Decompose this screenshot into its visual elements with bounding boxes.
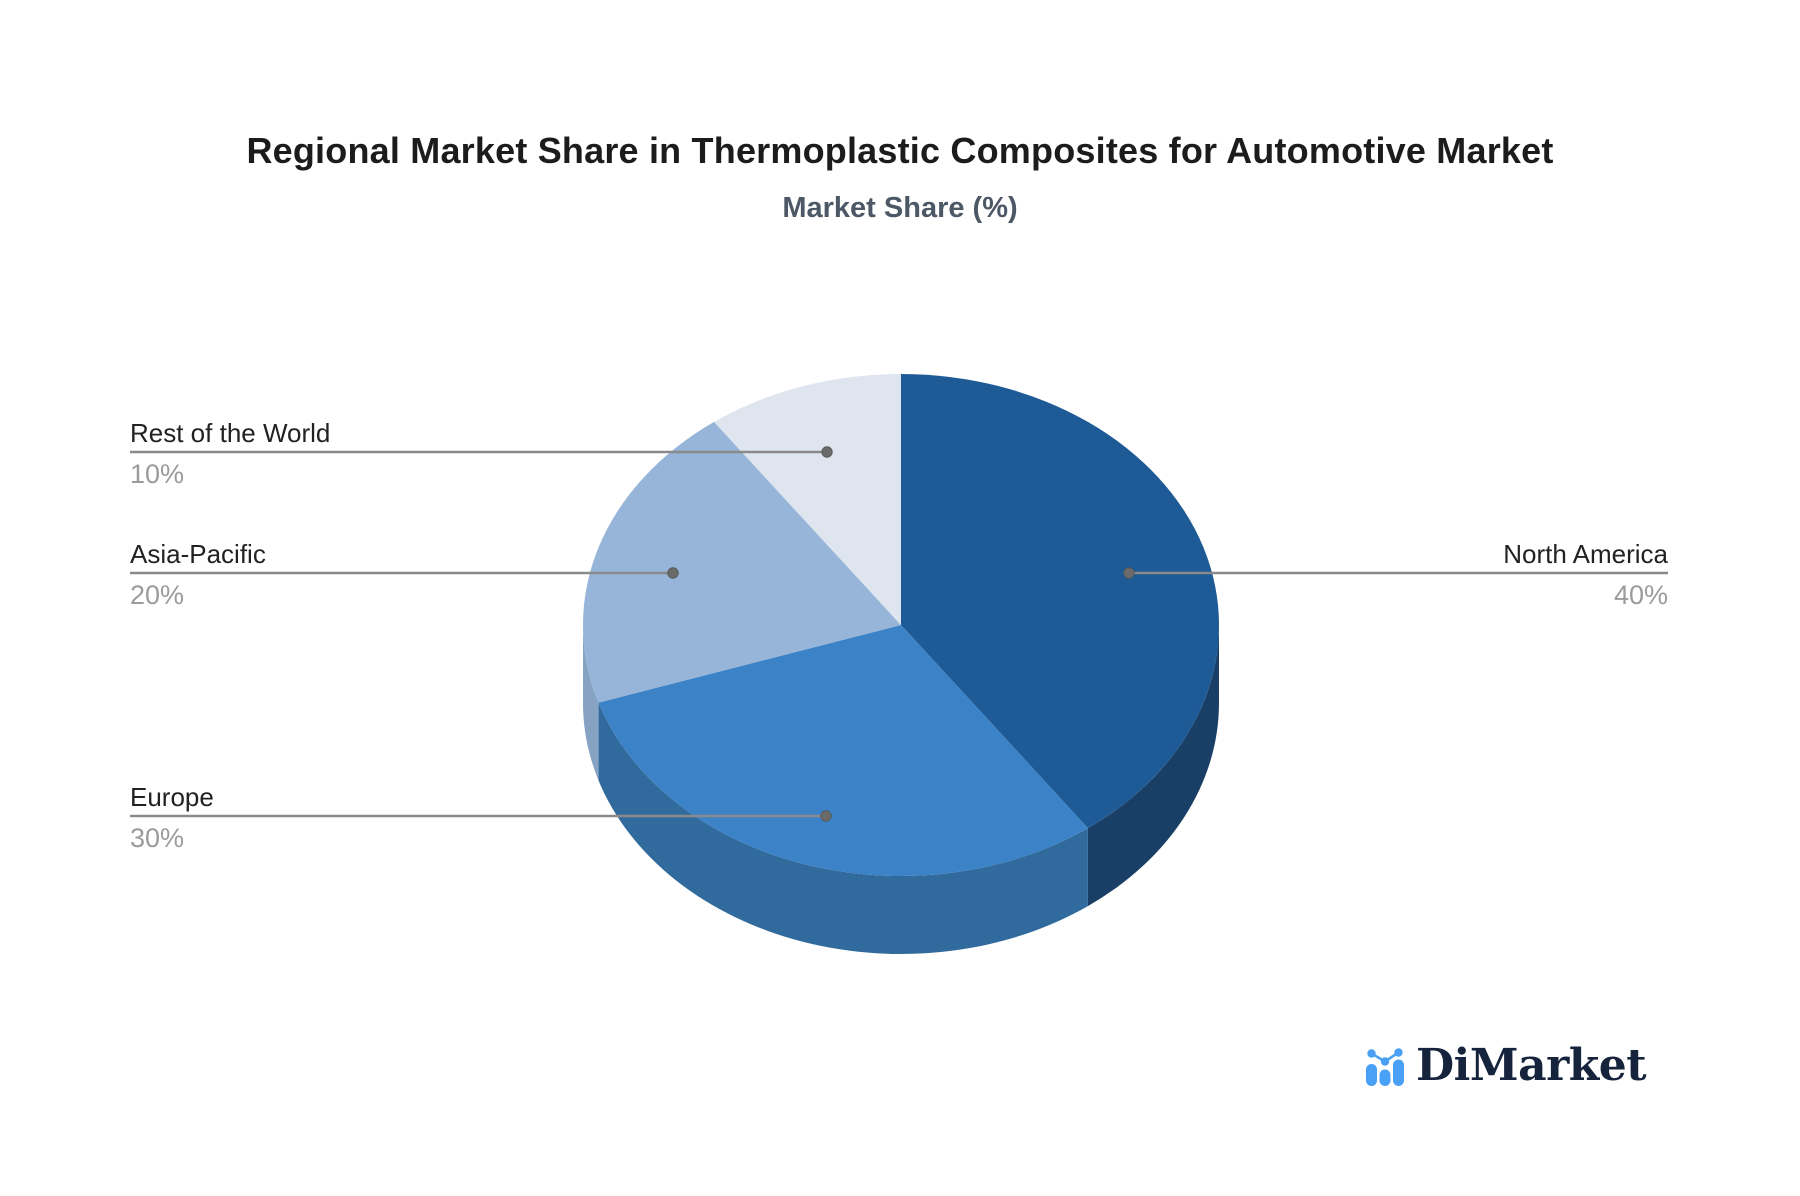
pie-slice-rest-of-the-world[interactable] bbox=[714, 374, 901, 625]
slice-label-rest-of-the-world: Rest of the World bbox=[130, 418, 331, 448]
chart-title: Regional Market Share in Thermoplastic C… bbox=[246, 130, 1554, 171]
pie-slice-side-asia-pacific bbox=[583, 625, 599, 781]
pie-slice-side-north-america bbox=[1087, 625, 1219, 907]
leader-dot-north-america bbox=[1123, 567, 1135, 579]
pie-slice-asia-pacific[interactable] bbox=[582, 421, 901, 703]
slice-value-europe: 30% bbox=[130, 823, 185, 853]
pie-slice-side-europe bbox=[598, 702, 1088, 954]
leader-dot-europe bbox=[820, 810, 832, 822]
slice-label-asia-pacific: Asia-Pacific bbox=[130, 539, 266, 569]
bar-line-chart-icon bbox=[1366, 1048, 1404, 1086]
slice-value-rest-of-the-world: 10% bbox=[130, 459, 185, 489]
pie-slice-europe[interactable] bbox=[598, 625, 1088, 876]
slice-label-north-america: North America bbox=[1503, 539, 1668, 569]
slice-value-north-america: 40% bbox=[1613, 580, 1668, 610]
slice-label-europe: Europe bbox=[130, 782, 214, 812]
brand-logo: DiMarket bbox=[1364, 1040, 1647, 1091]
leader-dot-rest-of-the-world bbox=[821, 446, 833, 458]
chart-subtitle: Market Share (%) bbox=[782, 192, 1018, 224]
slice-value-asia-pacific: 20% bbox=[130, 580, 185, 610]
brand-logo-text: DiMarket bbox=[1416, 1040, 1647, 1091]
pie-slice-north-america[interactable] bbox=[901, 374, 1220, 829]
leader-dot-asia-pacific bbox=[667, 567, 679, 579]
